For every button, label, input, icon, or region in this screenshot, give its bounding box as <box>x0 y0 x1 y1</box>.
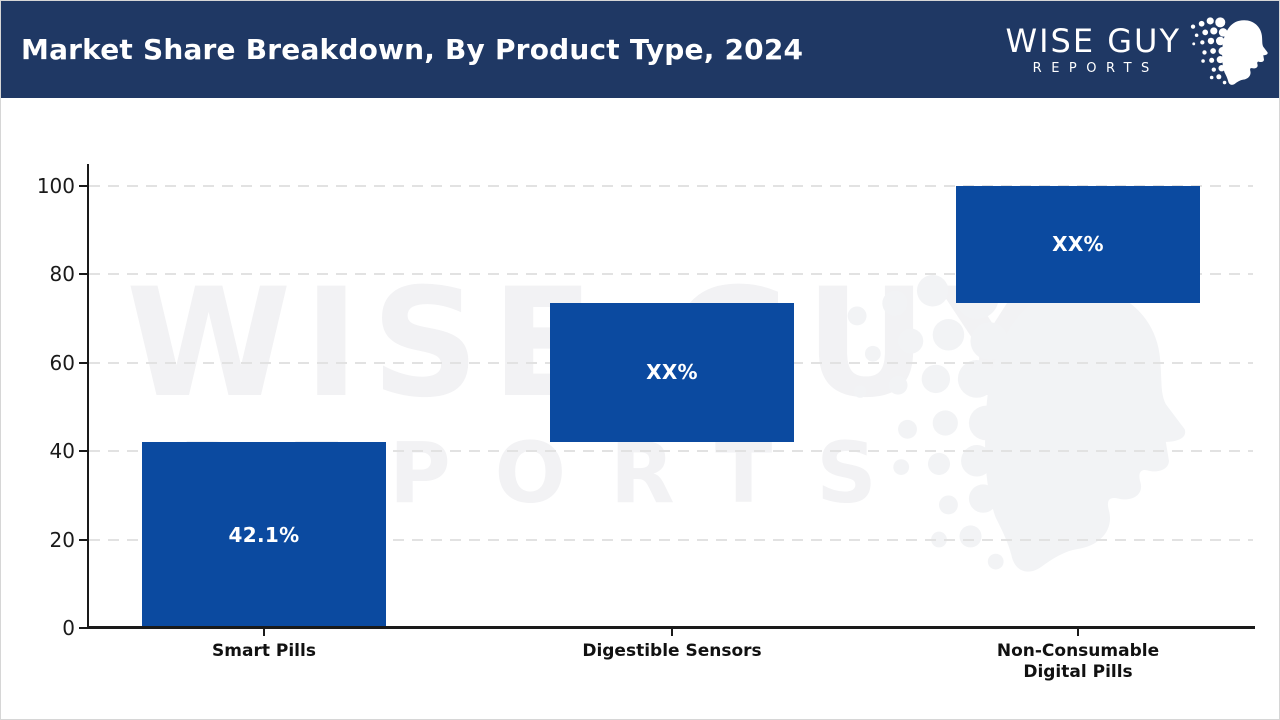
gridline-40 <box>89 450 1253 453</box>
bar-value-label-3: XX% <box>1052 232 1104 257</box>
gridline-20 <box>89 538 1253 541</box>
y-tick-mark-20 <box>79 538 87 541</box>
logo-line2: REPORTS <box>1032 61 1159 76</box>
gridline-100 <box>89 185 1253 187</box>
y-tick-label-20: 20 <box>49 527 75 552</box>
y-axis-line <box>87 164 89 628</box>
page-title: Market Share Breakdown, By Product Type,… <box>21 33 804 66</box>
y-tick-label-0: 0 <box>62 616 75 640</box>
y-tick-label-100: 100 <box>36 174 75 198</box>
logo-line1: WISE GUY <box>1005 22 1181 60</box>
y-tick-label-60: 60 <box>49 350 75 375</box>
y-tick-label-80: 80 <box>49 262 75 287</box>
gridline-80 <box>89 273 1253 276</box>
bar-value-label-2: XX% <box>646 360 698 385</box>
x-category-label-1: Smart Pills <box>212 641 316 661</box>
header-bar: Market Share Breakdown, By Product Type,… <box>1 1 1279 98</box>
bar-value-label-1: 42.1% <box>228 522 300 547</box>
logo-wordmark: WISE GUY REPORTS <box>1005 25 1181 76</box>
y-tick-mark-40 <box>79 450 87 453</box>
x-axis-line <box>87 626 1255 629</box>
x-category-label-3: Non-Consumable Digital Pills <box>996 641 1160 682</box>
x-category-label-2: Digestible Sensors <box>582 641 762 661</box>
y-tick-mark-60 <box>79 361 87 364</box>
bar-segment-2: XX% <box>550 302 794 442</box>
bar-segment-3: XX% <box>956 186 1200 303</box>
y-tick-mark-100 <box>79 185 87 187</box>
wiseguy-logo: WISE GUY REPORTS <box>1005 9 1269 93</box>
wiseguy-face-icon <box>1183 9 1269 93</box>
y-tick-label-40: 40 <box>49 439 75 464</box>
x-tick-mark-3 <box>1077 629 1079 636</box>
y-tick-mark-0 <box>79 627 87 629</box>
x-tick-mark-1 <box>263 629 265 636</box>
y-tick-mark-80 <box>79 273 87 276</box>
bar-segment-1: 42.1% <box>142 441 386 628</box>
x-tick-mark-2 <box>671 629 673 636</box>
